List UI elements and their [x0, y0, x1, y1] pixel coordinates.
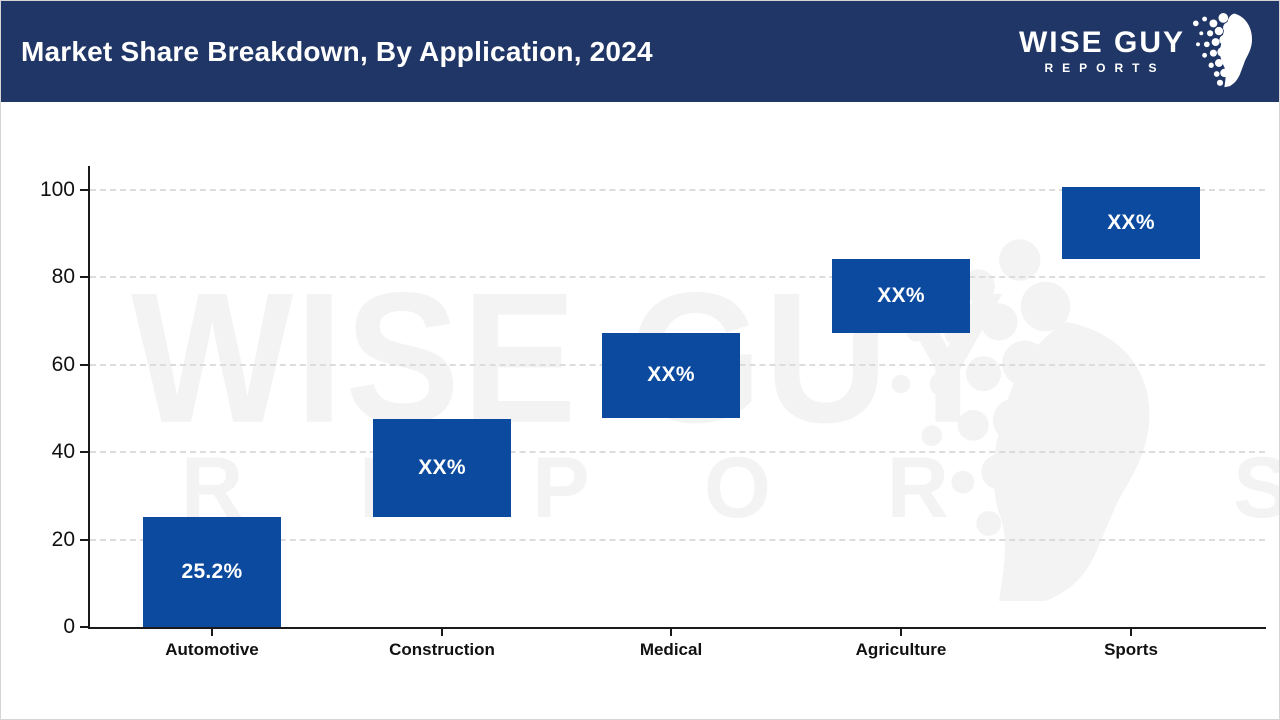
y-tick-40	[80, 451, 88, 454]
x-tick-agriculture	[900, 629, 902, 636]
y-tick-80	[80, 276, 88, 279]
bar-agriculture: XX%	[832, 259, 970, 333]
x-label-agriculture: Agriculture	[855, 640, 947, 659]
y-tick-label-40: 40	[51, 440, 75, 464]
x-label-automotive: Automotive	[165, 640, 259, 659]
y-tick-100	[80, 189, 88, 191]
gridline-40	[90, 451, 1265, 454]
bar-value-label: XX%	[877, 283, 925, 307]
y-tick-20	[80, 538, 88, 541]
y-tick-label-20: 20	[51, 527, 75, 551]
x-label-construction: Construction	[389, 640, 495, 659]
watermark-head-icon	[839, 229, 1159, 606]
x-tick-automotive	[211, 629, 213, 636]
x-tick-sports	[1130, 629, 1132, 636]
y-tick-60	[80, 363, 88, 366]
y-axis-line	[88, 166, 90, 629]
bar-value-label: XX%	[418, 455, 466, 479]
bar-automotive: 25.2%	[143, 516, 281, 627]
logo-subtitle: REPORTS	[1044, 61, 1166, 75]
x-tick-construction	[441, 629, 443, 636]
wise-guy-logo: WISE GUY REPORTS	[1019, 12, 1253, 92]
gridline-100	[90, 189, 1265, 191]
bar-value-label: XX%	[647, 363, 695, 387]
x-label-sports: Sports	[1104, 640, 1158, 659]
bar-sports: XX%	[1062, 186, 1200, 259]
bar-value-label: 25.2%	[181, 559, 243, 583]
y-tick-label-80: 80	[51, 265, 75, 289]
x-axis-line	[88, 627, 1266, 629]
bar-medical: XX%	[602, 332, 740, 419]
market-share-chart: 0 20 40 60 80 100 25.2% Automotive XX% Constructi…	[1, 102, 1279, 719]
logo-text: WISE GUY REPORTS	[1018, 26, 1185, 76]
y-tick-label-100: 100	[39, 178, 75, 201]
x-label-medical: Medical	[639, 640, 703, 659]
gridline-80	[90, 276, 1265, 279]
bar-value-label: XX%	[1107, 210, 1155, 234]
header-bar: Market Share Breakdown, By Application, …	[1, 1, 1279, 102]
dotted-head-icon	[1187, 12, 1253, 92]
x-tick-medical	[670, 629, 672, 636]
logo-wordmark: WISE GUY	[1018, 26, 1185, 59]
y-tick-0	[80, 626, 88, 628]
y-tick-label-0: 0	[63, 615, 75, 638]
gridline-20	[90, 538, 1265, 541]
bar-construction: XX%	[373, 418, 511, 517]
page-title: Market Share Breakdown, By Application, …	[21, 35, 653, 67]
y-tick-label-60: 60	[51, 352, 75, 376]
